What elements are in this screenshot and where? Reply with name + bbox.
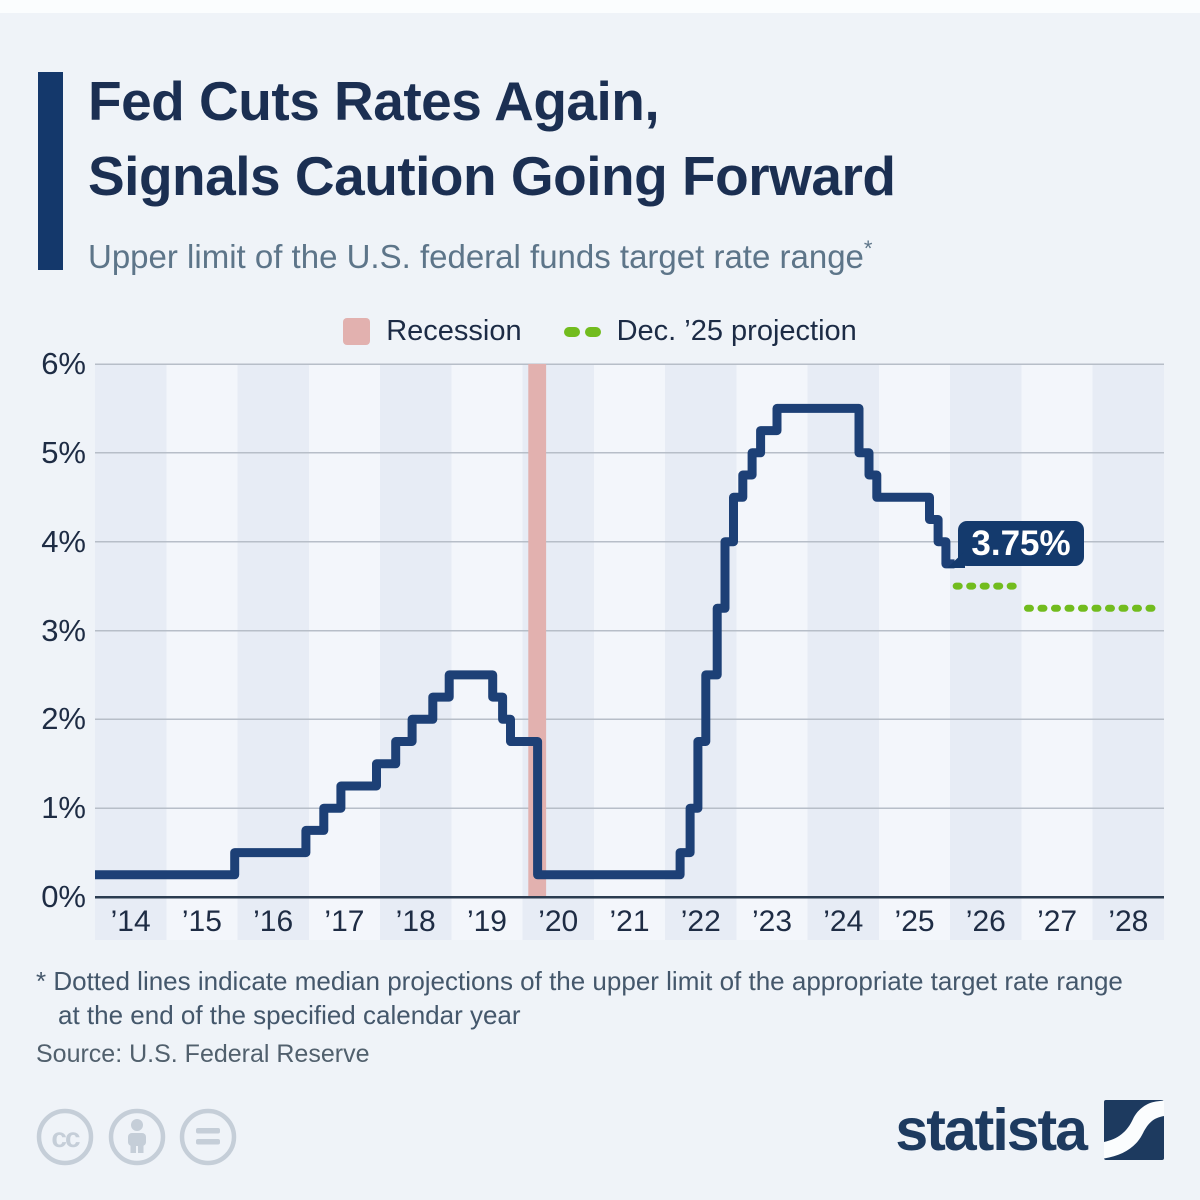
year-band (308, 364, 381, 940)
chart-legend: Recession Dec. ’25 projection (0, 315, 1200, 348)
x-axis-label: ’21 (609, 905, 650, 938)
statista-branding: statista (895, 1100, 1164, 1160)
x-axis-label: ’28 (1108, 905, 1149, 938)
title-line-1: Fed Cuts Rates Again, (88, 70, 660, 132)
chart-area: 0% 1% 2% 3% 4% 5% 6% ’14’15’16’17’18’19’20’21’… (41, 346, 1166, 940)
legend-label-projection: Dec. ’25 projection (616, 315, 857, 347)
footnote-line-1: * Dotted lines indicate median projectio… (36, 966, 1123, 996)
legend-label-recession: Recession (386, 315, 522, 347)
y-axis-label: 3% (41, 612, 86, 648)
attribution-icon (108, 1108, 166, 1166)
source-note: Source: U.S. Federal Reserve (36, 1040, 370, 1068)
rate-step-chart (95, 363, 1166, 940)
year-band (665, 364, 737, 940)
x-axis-label: ’27 (1037, 905, 1078, 938)
footnote-marker: * (863, 236, 873, 261)
x-axis-label: ’18 (395, 905, 436, 938)
year-band (593, 364, 666, 940)
x-axis-label: ’26 (965, 905, 1006, 938)
year-band (950, 364, 1022, 940)
x-axis-label: ’23 (752, 905, 793, 938)
rate-step-line (95, 403, 955, 880)
title-line-2: Signals Caution Going Forward (88, 145, 896, 207)
year-band (166, 364, 238, 940)
x-axis-label: ’16 (253, 905, 294, 938)
year-band (95, 364, 167, 940)
x-axis: ’14 ’15 ’16 ’17 ’18 ’19 ’20 ’21 ’22 ’23 ’24 ’25 ’26 ’… (95, 905, 1164, 939)
current-rate-callout: 3.75% (958, 521, 1084, 566)
y-axis-label: 4% (41, 523, 86, 559)
y-axis-label: 2% (41, 701, 86, 737)
x-axis-label: ’22 (680, 905, 721, 938)
year-band (1092, 364, 1164, 940)
subtitle-text: Upper limit of the U.S. federal funds ta… (88, 238, 864, 275)
year-band (1021, 364, 1093, 940)
x-axis-label: ’25 (894, 905, 935, 938)
x-axis-label: ’19 (466, 905, 507, 938)
year-band (878, 364, 951, 940)
x-axis-label: ’15 (181, 905, 222, 938)
cc-icon: cc (36, 1108, 94, 1166)
statista-logo-icon (1104, 1100, 1164, 1160)
legend-item-recession: Recession (343, 315, 522, 348)
y-axis: 0% 1% 2% 3% 4% 5% 6% (0, 346, 86, 914)
year-band (736, 364, 808, 940)
statista-logo-text: statista (895, 1097, 1088, 1163)
x-axis-label: ’17 (324, 905, 365, 938)
recession-swatch-icon (343, 318, 371, 345)
footnote: * Dotted lines indicate median projectio… (36, 964, 1176, 1032)
creative-commons-license-icons: cc (36, 1108, 237, 1166)
chart-subtitle: Upper limit of the U.S. federal funds ta… (88, 236, 872, 276)
y-axis-label: 1% (41, 790, 86, 826)
svg-text:cc: cc (51, 1122, 80, 1153)
page-title: Fed Cuts Rates Again, Signals Caution Go… (88, 64, 896, 214)
y-axis-label: 5% (41, 434, 86, 470)
year-band (451, 364, 523, 940)
footnote-line-2: at the end of the specified calendar yea… (58, 1000, 521, 1030)
projection-dashes-icon (563, 326, 601, 337)
y-axis-label: 0% (41, 879, 86, 914)
x-axis-label: ’24 (823, 905, 864, 938)
x-axis-label: ’14 (110, 905, 151, 938)
title-accent-bar (38, 72, 63, 270)
year-band (380, 364, 452, 940)
top-strip (0, 0, 1200, 13)
legend-item-projection: Dec. ’25 projection (563, 315, 857, 348)
x-axis-label: ’20 (538, 905, 579, 938)
year-band (237, 364, 309, 940)
no-derivatives-icon (179, 1108, 237, 1166)
y-axis-label: 6% (41, 346, 86, 381)
